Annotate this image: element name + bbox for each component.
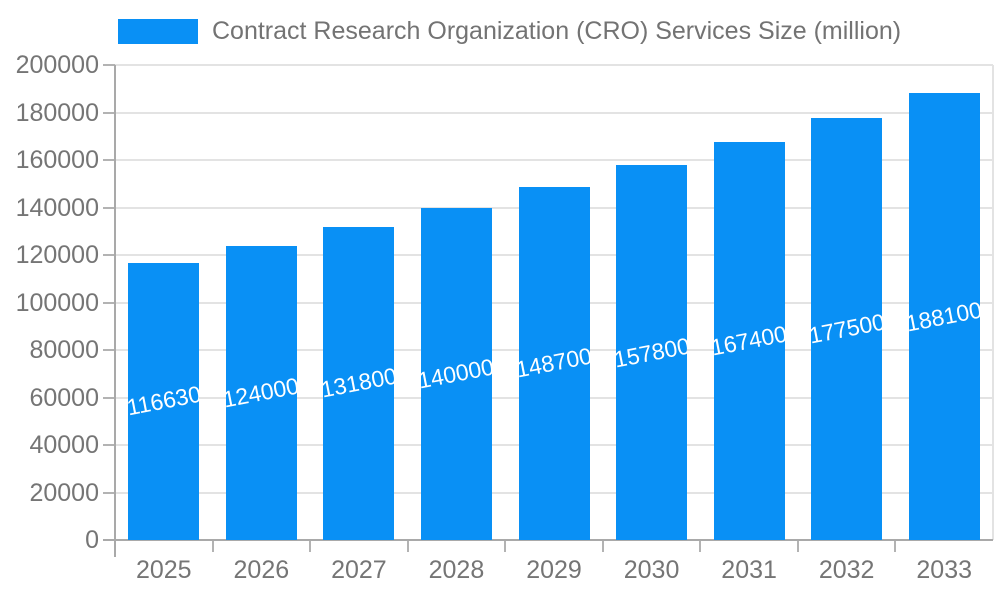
y-axis-tick	[103, 159, 115, 161]
x-tick-label: 2032	[818, 556, 875, 584]
x-axis-tick	[796, 540, 799, 552]
y-axis-tick	[103, 254, 115, 256]
bar-value-label: 124000	[225, 372, 297, 413]
x-tick-label: 2030	[623, 556, 680, 584]
y-gridline	[115, 111, 993, 114]
y-axis-tick	[103, 111, 115, 114]
bar-value-label: 148700	[518, 342, 590, 383]
legend-item[interactable]: Contract Research Organization (CRO) Ser…	[118, 17, 901, 46]
x-axis-tick	[406, 540, 409, 552]
y-axis-tick	[103, 349, 115, 351]
y-tick-label: 200000	[15, 51, 99, 79]
bar-2028: 140000	[420, 207, 492, 540]
bar-value-label: 167400	[713, 320, 785, 361]
bar-value-label: 157800	[616, 332, 688, 373]
y-tick-label: 180000	[15, 98, 99, 127]
x-axis-tick	[504, 540, 507, 552]
bar-value-label: 188100	[908, 296, 980, 337]
y-tick-label: 40000	[29, 431, 99, 459]
bar-2030: 157800	[616, 165, 688, 540]
x-tick-label: 2031	[721, 556, 777, 584]
y-tick-label: 0	[85, 526, 99, 554]
bar-value-label: 177500	[811, 308, 883, 349]
bar-2031: 167400	[713, 142, 785, 540]
bar-value-label: 116630	[128, 381, 200, 421]
bar-value-label: 131800	[323, 362, 395, 404]
y-axis-tick	[103, 206, 115, 209]
x-axis-tick	[894, 540, 897, 552]
x-tick-label: 2026	[233, 556, 290, 584]
y-axis-tick	[103, 301, 115, 304]
x-tick-label: 2033	[916, 556, 973, 584]
y-tick-label: 160000	[15, 146, 99, 174]
x-tick-label: 2028	[428, 556, 485, 584]
bar-2027: 131800	[323, 226, 395, 540]
x-axis-tick	[309, 540, 312, 552]
y-tick-label: 60000	[29, 383, 99, 412]
plot-right-border	[992, 65, 994, 540]
bar-2025: 116630	[128, 263, 200, 540]
y-tick-label: 20000	[29, 478, 99, 507]
legend-swatch[interactable]	[118, 19, 198, 44]
x-axis-tick	[211, 540, 214, 552]
y-gridline	[115, 159, 993, 161]
y-axis-tick	[103, 491, 115, 494]
y-axis-tick	[103, 396, 115, 399]
x-axis-tick	[601, 540, 604, 552]
y-tick-label: 80000	[29, 336, 99, 364]
bar-2033: 188100	[908, 93, 980, 540]
x-tick-label: 2025	[135, 556, 192, 584]
x-axis-line	[103, 539, 993, 541]
bar-2026: 124000	[225, 245, 297, 540]
y-tick-label: 140000	[15, 193, 99, 222]
y-axis-line	[114, 65, 116, 557]
y-gridline	[115, 64, 993, 66]
x-axis-tick	[699, 540, 702, 552]
y-axis-tick	[103, 64, 115, 66]
y-axis-tick	[103, 444, 115, 446]
bar-2029: 148700	[518, 186, 590, 540]
y-tick-label: 120000	[15, 241, 99, 269]
legend-label[interactable]: Contract Research Organization (CRO) Ser…	[212, 17, 902, 45]
x-tick-label: 2027	[331, 556, 387, 584]
bar-2032: 177500	[811, 118, 883, 540]
x-tick-label: 2029	[526, 556, 582, 584]
bar-value-label: 140000	[420, 353, 492, 394]
y-tick-label: 100000	[15, 288, 99, 317]
